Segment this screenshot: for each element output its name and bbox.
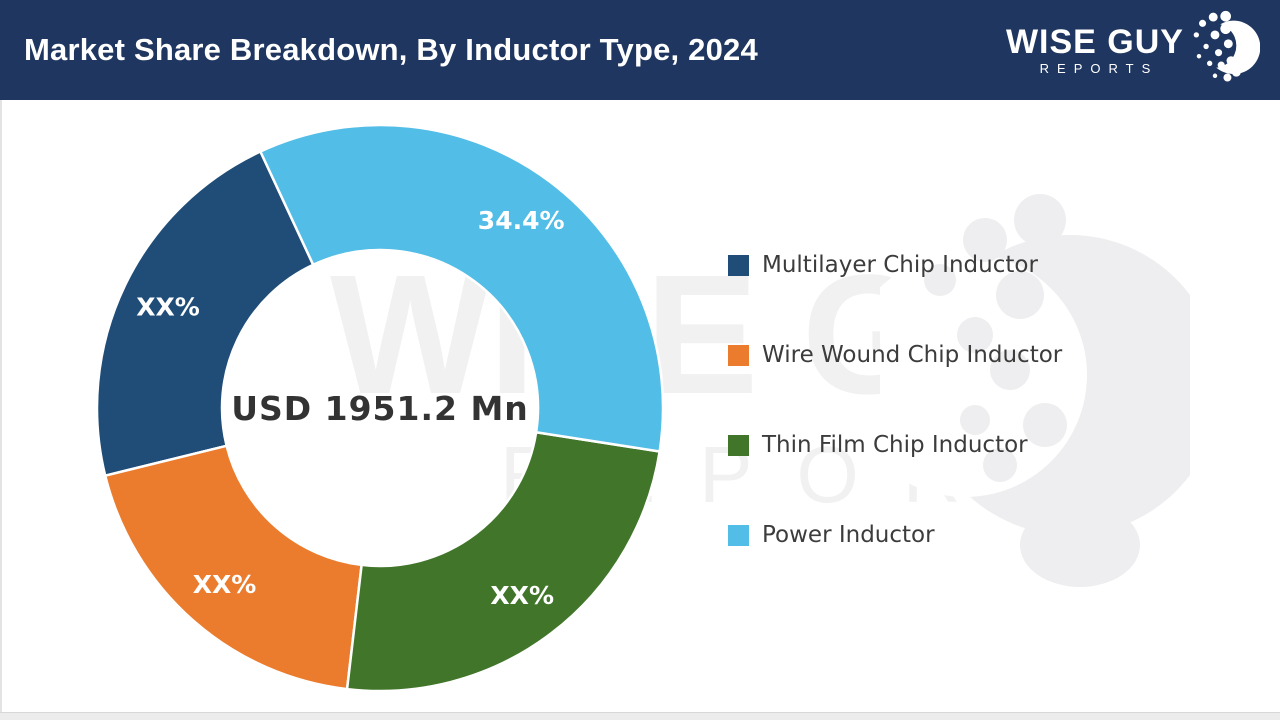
slice-percentage-label: XX%: [490, 581, 554, 610]
page-title: Market Share Breakdown, By Inductor Type…: [24, 32, 758, 67]
logo-face-icon: [1191, 10, 1260, 82]
pie-slice-multilayer-chip-inductor: [95, 150, 315, 477]
pie-slice-thin-film-chip-inductor: [345, 431, 661, 693]
legend-label: Multilayer Chip Inductor: [762, 251, 1038, 278]
footer-strip: [0, 712, 1280, 720]
legend-swatch: [728, 434, 749, 456]
donut-chart: USD 1951.2 Mn 34.4% XX% XX% XX%: [95, 123, 665, 693]
legend-swatch: [728, 254, 749, 276]
legend-item-wire-wound-chip-inductor: Wire Wound Chip Inductor: [728, 340, 1062, 370]
slice-percentage-label: XX%: [136, 293, 200, 322]
legend-swatch: [728, 344, 749, 366]
wise-guy-logo: WISE GUY REPORTS: [1006, 10, 1260, 90]
watermark-face-icon: [880, 194, 1190, 587]
logo-subtitle: REPORTS: [1039, 61, 1159, 76]
legend-item-multilayer-chip-inductor: Multilayer Chip Inductor: [728, 250, 1062, 280]
chart-center-total: USD 1951.2 Mn: [231, 389, 529, 428]
slice-percentage-label: 34.4%: [478, 206, 565, 235]
legend-label: Thin Film Chip Inductor: [762, 431, 1028, 458]
logo-text: WISE GUY REPORTS: [1006, 25, 1184, 75]
logo-wordmark: WISE GUY: [1005, 23, 1184, 61]
legend-label: Wire Wound Chip Inductor: [762, 341, 1063, 368]
pie-slice-wire-wound-chip-inductor: [103, 444, 363, 691]
chart-legend: Multilayer Chip Inductor Wire Wound Chip…: [728, 250, 1062, 610]
slice-percentage-label: XX%: [193, 570, 257, 599]
pie-slice-power-inductor: [259, 123, 665, 453]
legend-item-thin-film-chip-inductor: Thin Film Chip Inductor: [728, 430, 1062, 460]
legend-item-power-inductor: Power Inductor: [728, 520, 1062, 550]
content-left-border: [0, 100, 2, 713]
legend-swatch: [728, 524, 749, 546]
legend-label: Power Inductor: [762, 521, 935, 548]
header-bar: Market Share Breakdown, By Inductor Type…: [0, 0, 1280, 100]
